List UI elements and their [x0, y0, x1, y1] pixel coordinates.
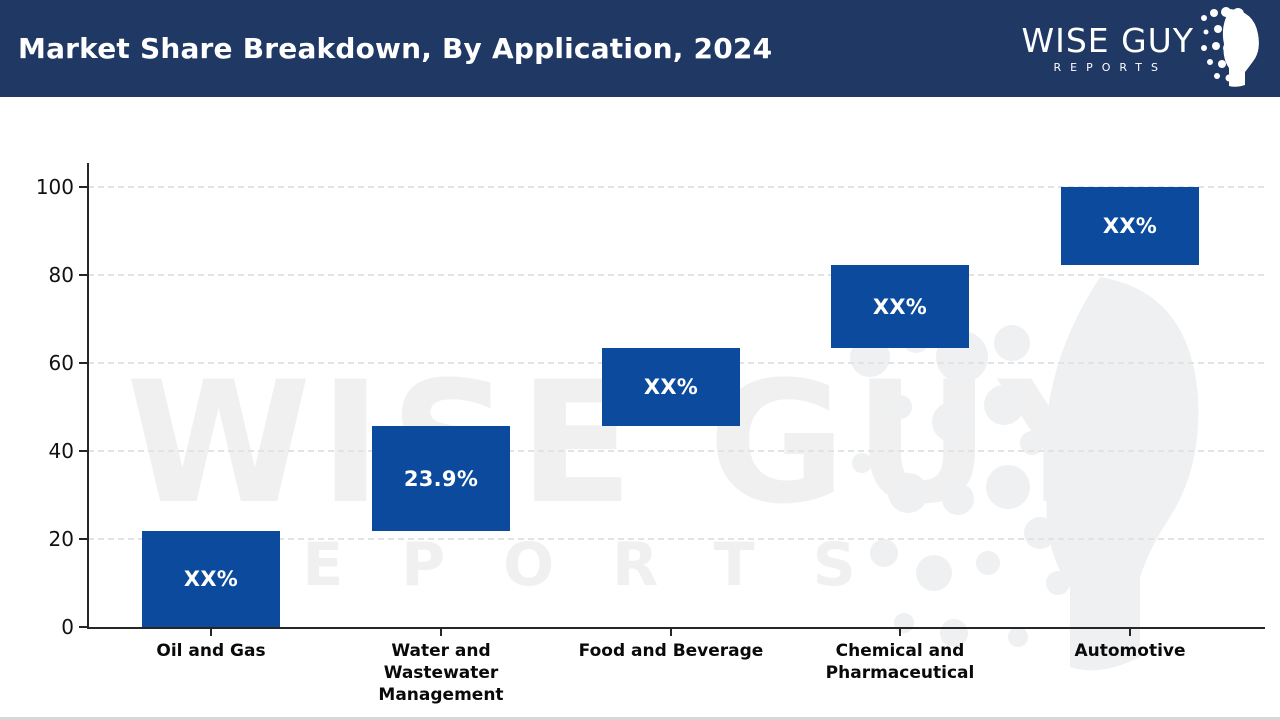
logo-subtext: REPORTS [1053, 60, 1167, 74]
bar-value-label: XX% [872, 294, 928, 319]
x-category-label: Automotive [1074, 641, 1186, 661]
x-axis-line [87, 627, 1265, 629]
wise-guy-logo: WISE GUY REPORTS [1021, 6, 1262, 92]
x-tick-mark [210, 629, 212, 636]
bar-1: XX% [142, 531, 280, 627]
y-tick-label: 100 [35, 175, 74, 200]
bar-value-label: 23.9% [403, 466, 479, 491]
bar-5: XX% [1061, 187, 1199, 266]
y-tick-mark [79, 538, 87, 541]
y-tick-label: 40 [48, 439, 74, 464]
y-tick-label: 60 [48, 351, 74, 376]
x-tick-mark [899, 629, 901, 636]
logo-text: WISE GUY REPORTS [1021, 24, 1194, 74]
dot-face-icon [1196, 6, 1262, 92]
watermark-subtext: REPORTS [198, 530, 914, 600]
x-category-label: Food and Beverage [578, 641, 764, 661]
page-title: Market Share Breakdown, By Application, … [18, 32, 773, 65]
gridline-20 [88, 538, 1264, 541]
x-tick-mark [440, 629, 442, 636]
y-axis-line [87, 163, 89, 629]
y-tick-mark [79, 626, 87, 628]
x-category-label: Water and Wastewater Management [378, 641, 504, 706]
y-tick-mark [79, 274, 87, 277]
gridline-80 [88, 274, 1264, 277]
y-tick-mark [79, 362, 87, 365]
gridline-40 [88, 450, 1264, 453]
bar-3: XX% [602, 348, 740, 426]
bar-value-label: XX% [183, 567, 239, 592]
y-tick-mark [79, 186, 87, 189]
x-tick-mark [670, 629, 672, 636]
y-tick-mark [79, 450, 87, 453]
y-tick-label: 0 [61, 615, 74, 639]
bar-4: XX% [831, 265, 969, 349]
x-tick-mark [1129, 629, 1131, 636]
chart-canvas: WISE GUY REPORTS [0, 97, 1280, 720]
x-category-label: Chemical and Pharmaceutical [825, 641, 975, 684]
gridline-100 [88, 186, 1264, 189]
x-category-label: Oil and Gas [156, 641, 266, 661]
bar-2: 23.9% [372, 426, 510, 532]
bar-value-label: XX% [643, 375, 699, 400]
header: Market Share Breakdown, By Application, … [0, 0, 1280, 97]
logo-wordmark: WISE GUY [1021, 20, 1194, 60]
y-tick-label: 20 [48, 527, 74, 552]
y-tick-label: 80 [48, 263, 74, 288]
bar-value-label: XX% [1102, 214, 1158, 239]
